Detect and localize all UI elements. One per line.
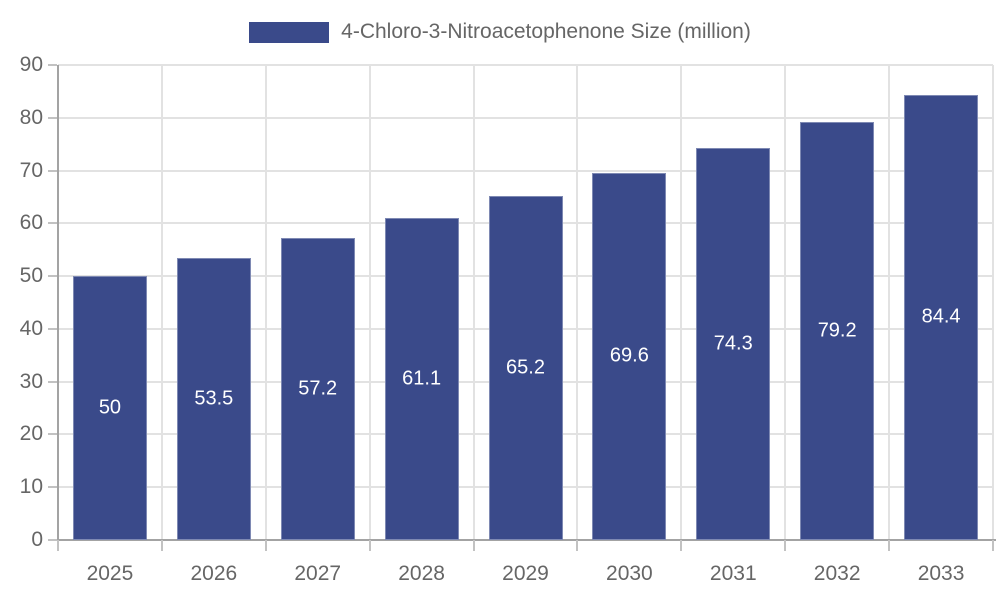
gridline-vertical xyxy=(784,65,787,540)
y-tick-label: 20 xyxy=(19,422,43,446)
x-tick xyxy=(264,540,267,551)
x-tick xyxy=(368,540,371,551)
gridline-horizontal xyxy=(58,116,993,119)
bar[interactable] xyxy=(800,122,875,540)
bar[interactable] xyxy=(384,217,459,540)
y-tick xyxy=(48,222,57,225)
y-tick xyxy=(48,486,57,489)
x-tick xyxy=(992,540,994,551)
x-tick-label: 2030 xyxy=(606,562,653,585)
bar-value-label: 61.1 xyxy=(402,367,442,390)
x-tick-label: 2025 xyxy=(86,562,134,585)
legend-label: 4-Chloro-3-Nitroacetophenone Size (milli… xyxy=(341,20,751,43)
x-tick xyxy=(576,540,579,551)
y-tick-label: 0 xyxy=(31,528,43,551)
x-tick-label: 2032 xyxy=(813,562,861,585)
x-tick-label: 2026 xyxy=(190,562,238,585)
bar[interactable] xyxy=(592,172,667,540)
bar-value-label: 79.2 xyxy=(817,319,857,342)
y-tick-label: 90 xyxy=(19,53,43,76)
x-axis-line xyxy=(57,539,996,541)
y-tick xyxy=(48,327,57,330)
y-tick-label: 30 xyxy=(19,369,43,393)
bar[interactable] xyxy=(904,94,979,540)
bar[interactable] xyxy=(488,195,563,540)
x-tick xyxy=(784,540,787,551)
legend-swatch xyxy=(249,21,330,43)
bar-value-label: 50 xyxy=(98,396,122,419)
y-tick xyxy=(48,64,57,66)
y-tick xyxy=(48,433,57,436)
y-tick xyxy=(48,380,57,383)
bar-value-label: 65.2 xyxy=(506,356,545,379)
x-tick-label: 2028 xyxy=(398,562,445,585)
x-tick-label: 2029 xyxy=(502,562,549,585)
gridline-vertical xyxy=(368,65,371,540)
y-tick-label: 70 xyxy=(19,158,43,182)
gridline-vertical xyxy=(680,65,683,540)
x-tick-label: 2033 xyxy=(917,562,965,585)
x-tick xyxy=(160,540,163,551)
bar[interactable] xyxy=(280,238,355,540)
bar[interactable] xyxy=(72,276,147,540)
legend-item[interactable]: 4-Chloro-3-Nitroacetophenone Size (milli… xyxy=(0,20,1000,44)
bar-value-label: 84.4 xyxy=(921,305,961,328)
y-tick-label: 40 xyxy=(19,316,43,340)
bar[interactable] xyxy=(696,147,771,540)
y-tick xyxy=(48,116,57,119)
gridline-vertical xyxy=(472,65,475,540)
y-tick-label: 50 xyxy=(19,264,43,288)
y-tick xyxy=(48,169,57,172)
gridline-vertical xyxy=(992,65,994,540)
gridline-vertical xyxy=(888,65,891,540)
x-tick-label: 2027 xyxy=(294,562,342,585)
y-tick xyxy=(48,275,57,278)
x-tick-label: 2031 xyxy=(709,562,757,585)
y-tick-label: 80 xyxy=(19,105,43,129)
gridline-horizontal xyxy=(58,169,993,172)
y-tick xyxy=(48,539,57,541)
x-tick xyxy=(57,540,59,551)
gridline-vertical xyxy=(576,65,579,540)
gridline-horizontal xyxy=(58,64,993,66)
y-tick-label: 10 xyxy=(19,475,43,499)
gridline-vertical xyxy=(264,65,267,540)
x-tick xyxy=(680,540,683,551)
y-axis-line xyxy=(57,65,59,540)
bar-value-label: 53.5 xyxy=(194,387,234,410)
bar-value-label: 57.2 xyxy=(298,377,338,400)
y-tick-label: 60 xyxy=(19,211,43,235)
x-tick xyxy=(472,540,475,551)
x-tick xyxy=(888,540,891,551)
bar-value-label: 74.3 xyxy=(713,332,753,355)
bar-value-label: 69.6 xyxy=(609,344,649,367)
bar[interactable] xyxy=(176,257,251,540)
gridline-vertical xyxy=(160,65,163,540)
